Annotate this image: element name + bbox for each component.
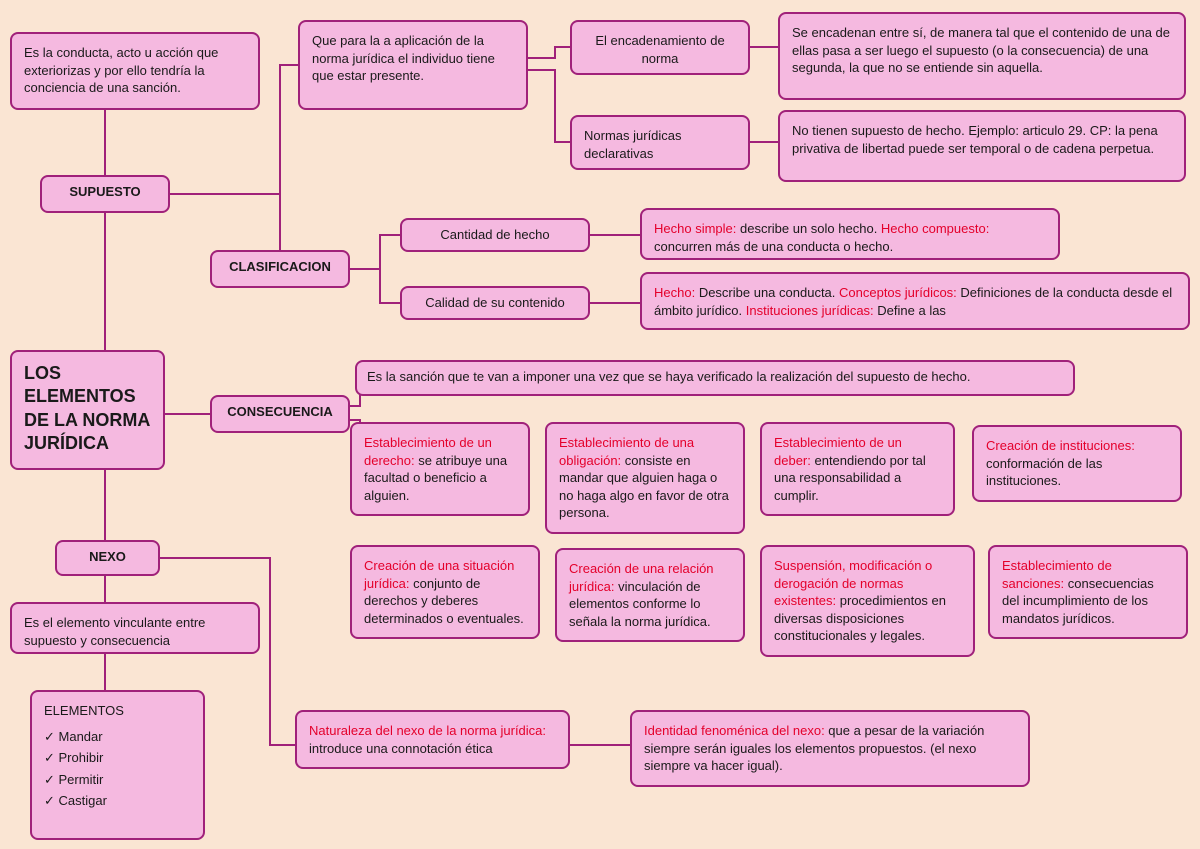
node-identidad-nexo: Identidad fenoménica del nexo: que a pes… <box>630 710 1030 787</box>
hl: Identidad fenoménica del nexo: <box>644 723 825 738</box>
node-calidad-contenido: Calidad de su contenido <box>400 286 590 320</box>
node-declarativas: Normas jurídicas declarativas <box>570 115 750 170</box>
node-c4: Creación de instituciones: conformación … <box>972 425 1182 502</box>
list-item: ✓ Castigar <box>44 792 191 810</box>
hl: Instituciones jurídicas: <box>746 303 874 318</box>
list-item: ✓ Mandar <box>44 728 191 746</box>
item-text: Prohibir <box>59 750 104 765</box>
item-text: Mandar <box>59 729 103 744</box>
node-calidad-def: Hecho: Describe una conducta. Conceptos … <box>640 272 1190 330</box>
node-cantidad-hecho: Cantidad de hecho <box>400 218 590 252</box>
node-c2: Establecimiento de una obligación: consi… <box>545 422 745 534</box>
t: conformación de las instituciones. <box>986 456 1102 489</box>
node-text: No tienen supuesto de hecho. Ejemplo: ar… <box>792 123 1158 156</box>
node-encadenamiento-def: Se encadenan entre sí, de manera tal que… <box>778 12 1186 100</box>
node-declarativas-def: No tienen supuesto de hecho. Ejemplo: ar… <box>778 110 1186 182</box>
node-c1: Establecimiento de un derecho: se atribu… <box>350 422 530 516</box>
node-text: Es la sanción que te van a imponer una v… <box>367 369 970 384</box>
node-c3: Establecimiento de un deber: entendiendo… <box>760 422 955 516</box>
node-text: Es el elemento vinculante entre supuesto… <box>24 615 205 648</box>
t: concurren más de una conducta o hecho. <box>654 239 893 254</box>
elementos-title: ELEMENTOS <box>44 702 191 720</box>
node-text: Calidad de su contenido <box>425 295 565 310</box>
node-consecuencia: CONSECUENCIA <box>210 395 350 433</box>
t: Define a las <box>874 303 946 318</box>
hl: Hecho: <box>654 285 695 300</box>
node-encadenamiento: El encadenamiento de norma <box>570 20 750 75</box>
node-text: LOS ELEMENTOS DE LA NORMA JURÍDICA <box>24 363 150 453</box>
node-text: Cantidad de hecho <box>440 227 549 242</box>
node-text: CONSECUENCIA <box>227 404 332 419</box>
hl: Hecho compuesto: <box>881 221 989 236</box>
node-nexo-def: Es el elemento vinculante entre supuesto… <box>10 602 260 654</box>
node-c6: Creación de una relación jurídica: vincu… <box>555 548 745 642</box>
node-conducta: Es la conducta, acto u acción que exteri… <box>10 32 260 110</box>
node-text: CLASIFICACION <box>229 259 331 274</box>
node-main-title: LOS ELEMENTOS DE LA NORMA JURÍDICA <box>10 350 165 470</box>
node-c7: Suspensión, modificación o derogación de… <box>760 545 975 657</box>
node-text: Es la conducta, acto u acción que exteri… <box>24 45 218 95</box>
node-cantidad-def: Hecho simple: describe un solo hecho. He… <box>640 208 1060 260</box>
t: Describe una conducta. <box>695 285 839 300</box>
list-item: ✓ Prohibir <box>44 749 191 767</box>
hl: Naturaleza del nexo de la norma jurídica… <box>309 723 546 738</box>
t: introduce una connotación ética <box>309 741 493 756</box>
node-c5: Creación de una situación jurídica: conj… <box>350 545 540 639</box>
node-aplicacion: Que para la a aplicación de la norma jur… <box>298 20 528 110</box>
node-text: SUPUESTO <box>69 184 140 199</box>
item-text: Permitir <box>59 772 104 787</box>
node-nexo: NEXO <box>55 540 160 576</box>
hl: Hecho simple: <box>654 221 736 236</box>
node-c8: Establecimiento de sanciones: consecuenc… <box>988 545 1188 639</box>
node-text: El encadenamiento de norma <box>595 33 724 66</box>
node-consecuencia-def: Es la sanción que te van a imponer una v… <box>355 360 1075 396</box>
item-text: Castigar <box>59 793 107 808</box>
node-text: NEXO <box>89 549 126 564</box>
node-text: Que para la a aplicación de la norma jur… <box>312 33 495 83</box>
node-elementos: ELEMENTOS ✓ Mandar ✓ Prohibir ✓ Permitir… <box>30 690 205 840</box>
node-naturaleza-nexo: Naturaleza del nexo de la norma jurídica… <box>295 710 570 769</box>
node-clasificacion: CLASIFICACION <box>210 250 350 288</box>
node-supuesto: SUPUESTO <box>40 175 170 213</box>
node-text: Normas jurídicas declarativas <box>584 128 682 161</box>
hl: Conceptos jurídicos: <box>839 285 957 300</box>
node-text: Se encadenan entre sí, de manera tal que… <box>792 25 1170 75</box>
t: describe un solo hecho. <box>736 221 881 236</box>
list-item: ✓ Permitir <box>44 771 191 789</box>
hl: Creación de instituciones: <box>986 438 1135 453</box>
